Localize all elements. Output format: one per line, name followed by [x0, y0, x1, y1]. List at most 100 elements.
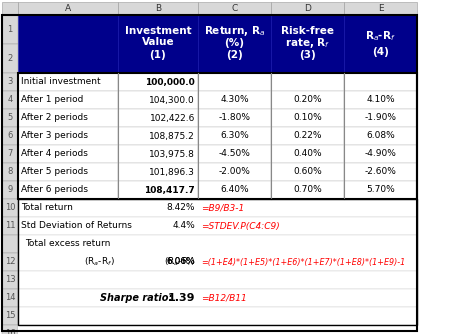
Text: 0.22%: 0.22%: [293, 132, 322, 141]
Bar: [344, 73, 417, 91]
Text: 0.60%: 0.60%: [293, 167, 322, 176]
Text: D: D: [304, 4, 311, 13]
Text: -4.50%: -4.50%: [219, 150, 250, 159]
Bar: [18, 199, 417, 325]
Bar: [2, 15, 417, 331]
Text: (2): (2): [226, 50, 243, 60]
Bar: [198, 73, 271, 91]
Bar: [2, 181, 18, 199]
Bar: [2, 127, 18, 145]
Text: rate, R$_f$: rate, R$_f$: [285, 36, 330, 50]
Bar: [18, 181, 118, 199]
Bar: [2, 307, 18, 325]
Bar: [118, 15, 198, 73]
Bar: [344, 181, 417, 199]
Text: 1: 1: [8, 25, 13, 34]
Text: After 2 periods: After 2 periods: [21, 114, 88, 123]
Text: 12: 12: [5, 258, 15, 267]
Text: B: B: [155, 4, 161, 13]
Text: 6: 6: [7, 132, 13, 141]
Text: A: A: [65, 4, 71, 13]
Text: (4): (4): [372, 47, 389, 57]
Bar: [344, 91, 417, 109]
Text: (3): (3): [299, 50, 316, 60]
Text: 8: 8: [7, 167, 13, 176]
Text: Total return: Total return: [21, 203, 73, 212]
Bar: [18, 109, 118, 127]
Text: 103,975.8: 103,975.8: [149, 150, 195, 159]
Text: (R$_a$-R$_f$): (R$_a$-R$_f$): [84, 256, 115, 268]
Bar: [198, 2, 271, 15]
Text: 11: 11: [5, 221, 15, 230]
Text: 16: 16: [5, 330, 15, 334]
Text: 0.40%: 0.40%: [293, 150, 322, 159]
Text: =B9/B3-1: =B9/B3-1: [201, 203, 244, 212]
Bar: [118, 127, 198, 145]
Text: 7: 7: [7, 150, 13, 159]
Bar: [198, 109, 271, 127]
Text: After 5 periods: After 5 periods: [21, 167, 88, 176]
Text: -1.80%: -1.80%: [219, 114, 250, 123]
Bar: [18, 235, 417, 271]
Text: Value: Value: [142, 37, 174, 47]
Bar: [18, 289, 417, 307]
Text: =B12/B11: =B12/B11: [201, 294, 247, 303]
Text: 1.39: 1.39: [167, 293, 195, 303]
Bar: [271, 15, 344, 73]
Text: After 1 period: After 1 period: [21, 96, 83, 105]
Bar: [271, 163, 344, 181]
Bar: [271, 109, 344, 127]
Text: C: C: [231, 4, 237, 13]
Bar: [2, 271, 18, 289]
Bar: [271, 145, 344, 163]
Text: After 3 periods: After 3 periods: [21, 132, 88, 141]
Text: 6.30%: 6.30%: [220, 132, 249, 141]
Bar: [198, 181, 271, 199]
Bar: [344, 127, 417, 145]
Text: 14: 14: [5, 294, 15, 303]
Text: 6.08%: 6.08%: [366, 132, 395, 141]
Bar: [271, 91, 344, 109]
Bar: [344, 109, 417, 127]
Text: 4.10%: 4.10%: [366, 96, 395, 105]
Text: =(1+E4)*(1+E5)*(1+E6)*(1+E7)*(1+E8)*(1+E9)-1: =(1+E4)*(1+E5)*(1+E6)*(1+E7)*(1+E8)*(1+E…: [201, 258, 405, 267]
Text: (1): (1): [150, 50, 166, 60]
Bar: [2, 235, 18, 253]
Bar: [271, 181, 344, 199]
Text: 4: 4: [8, 96, 13, 105]
Bar: [2, 44, 18, 73]
Text: 108,875.2: 108,875.2: [149, 132, 195, 141]
Text: 13: 13: [5, 276, 15, 285]
Text: (R$_a$-R$_f$): (R$_a$-R$_f$): [164, 256, 195, 268]
Bar: [2, 91, 18, 109]
Text: 4.30%: 4.30%: [220, 96, 249, 105]
Text: 108,417.7: 108,417.7: [144, 185, 195, 194]
Text: 4.4%: 4.4%: [172, 221, 195, 230]
Bar: [118, 109, 198, 127]
Text: Sharpe ratio:: Sharpe ratio:: [100, 293, 172, 303]
Text: Total excess return: Total excess return: [25, 239, 111, 248]
Bar: [198, 91, 271, 109]
Bar: [18, 145, 118, 163]
Text: -4.90%: -4.90%: [365, 150, 396, 159]
Bar: [271, 127, 344, 145]
Bar: [118, 2, 198, 15]
Bar: [344, 2, 417, 15]
Text: 5: 5: [8, 114, 13, 123]
Bar: [2, 199, 18, 217]
Bar: [18, 2, 118, 15]
Text: After 4 periods: After 4 periods: [21, 150, 88, 159]
Text: 9: 9: [8, 185, 13, 194]
Bar: [2, 217, 18, 235]
Text: 3: 3: [7, 77, 13, 87]
Text: 15: 15: [5, 312, 15, 321]
Bar: [344, 163, 417, 181]
Bar: [2, 145, 18, 163]
Bar: [18, 91, 118, 109]
Bar: [271, 73, 344, 91]
Bar: [198, 163, 271, 181]
Bar: [18, 271, 417, 289]
Text: Investment: Investment: [125, 26, 191, 36]
Text: 6.06%: 6.06%: [166, 258, 195, 267]
Bar: [18, 15, 118, 73]
